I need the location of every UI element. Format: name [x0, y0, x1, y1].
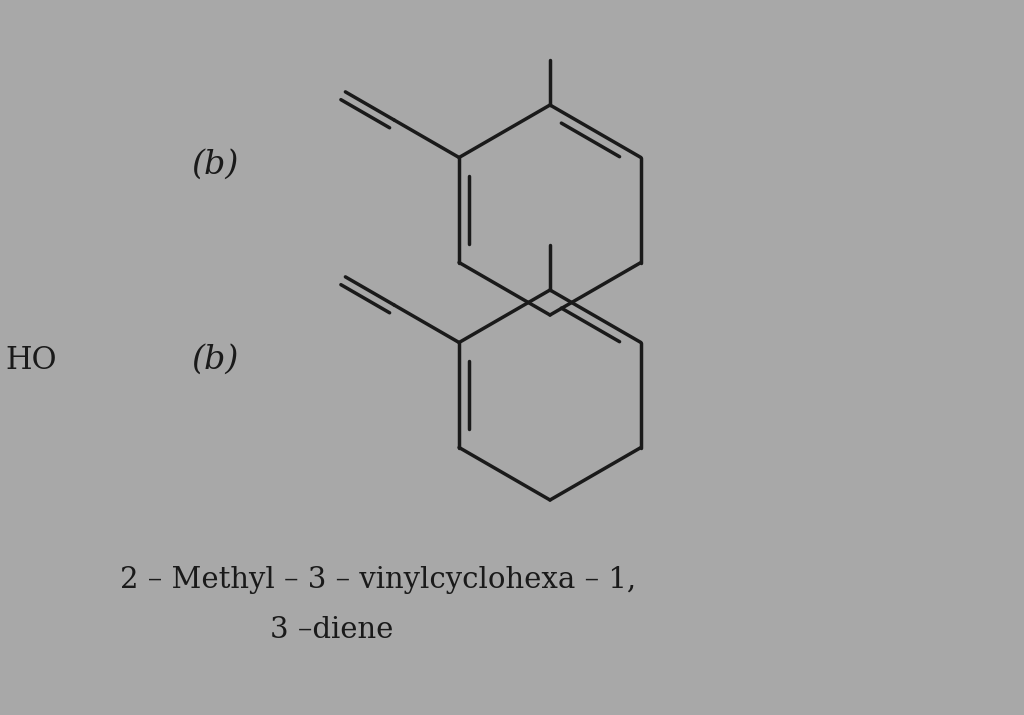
Text: HO: HO — [5, 345, 56, 375]
Text: 2 – Methyl – 3 – vinylcyclohexa – 1,: 2 – Methyl – 3 – vinylcyclohexa – 1, — [120, 566, 636, 594]
Text: (b): (b) — [191, 344, 239, 376]
Text: 3 –diene: 3 –diene — [270, 616, 393, 644]
Text: (b): (b) — [191, 149, 239, 181]
